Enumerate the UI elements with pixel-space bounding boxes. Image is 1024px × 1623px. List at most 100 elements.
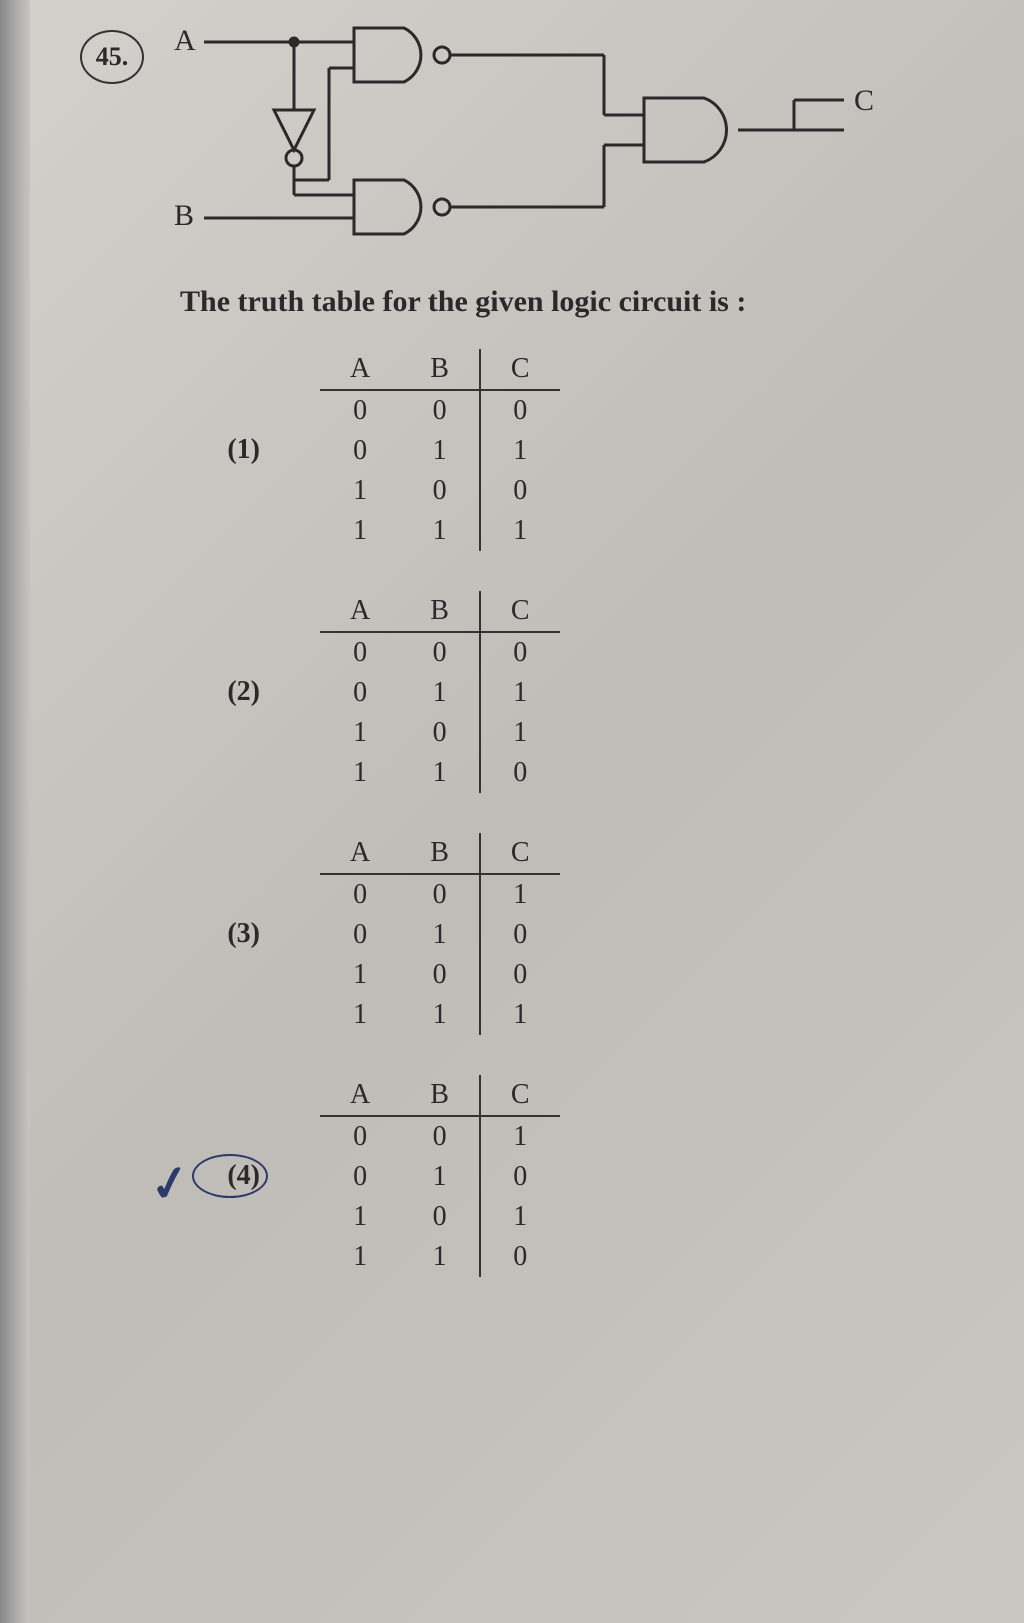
- table-cell: 0: [320, 1116, 400, 1157]
- table-cell: 1: [320, 713, 400, 753]
- table-row: 001: [320, 1116, 560, 1157]
- table-cell: 1: [320, 1237, 400, 1277]
- table-header: A: [320, 591, 400, 632]
- table-cell: 0: [320, 874, 400, 915]
- table-header: B: [400, 349, 480, 390]
- table-cell: 1: [480, 1116, 560, 1157]
- table-cell: 1: [400, 1237, 480, 1277]
- question-prompt: The truth table for the given logic circ…: [180, 285, 984, 319]
- table-header: B: [400, 833, 480, 874]
- logic-circuit-svg: A B: [174, 20, 894, 250]
- table-row: 011: [320, 431, 560, 471]
- option-label: (2): [200, 676, 260, 708]
- table-cell: 0: [320, 632, 400, 673]
- truth-table: ABC000011100111: [320, 349, 560, 551]
- table-header: B: [400, 591, 480, 632]
- table-header: C: [480, 349, 560, 390]
- table-cell: 1: [400, 753, 480, 793]
- option-row: (4)✓ABC001010101110: [200, 1075, 984, 1277]
- table-cell: 0: [480, 471, 560, 511]
- table-cell: 0: [400, 713, 480, 753]
- table-cell: 1: [480, 1197, 560, 1237]
- table-cell: 1: [320, 955, 400, 995]
- truth-table: ABC001010101110: [320, 1075, 560, 1277]
- book-spine: [0, 0, 30, 1623]
- table-cell: 1: [480, 511, 560, 551]
- option-row: (2)ABC000011101110: [200, 591, 984, 793]
- option-label: (3): [200, 918, 260, 950]
- table-row: 111: [320, 511, 560, 551]
- table-cell: 1: [480, 995, 560, 1035]
- table-cell: 1: [400, 1157, 480, 1197]
- table-cell: 0: [480, 390, 560, 431]
- page: 45. A: [0, 0, 1024, 1623]
- table-row: 010: [320, 915, 560, 955]
- table-header: A: [320, 349, 400, 390]
- table-cell: 1: [320, 511, 400, 551]
- table-cell: 0: [320, 673, 400, 713]
- table-row: 111: [320, 995, 560, 1035]
- table-cell: 1: [480, 713, 560, 753]
- table-cell: 1: [480, 673, 560, 713]
- table-cell: 0: [480, 1157, 560, 1197]
- table-cell: 0: [480, 1237, 560, 1277]
- table-row: 011: [320, 673, 560, 713]
- input-b-label: B: [174, 199, 194, 232]
- output-c-label: C: [854, 84, 874, 117]
- option-label: (1): [200, 434, 260, 466]
- table-row: 110: [320, 753, 560, 793]
- table-header: A: [320, 833, 400, 874]
- table-cell: 1: [320, 1197, 400, 1237]
- table-cell: 1: [400, 673, 480, 713]
- table-cell: 1: [480, 874, 560, 915]
- truth-table: ABC001010100111: [320, 833, 560, 1035]
- table-cell: 0: [400, 632, 480, 673]
- table-cell: 0: [320, 1157, 400, 1197]
- table-row: 000: [320, 632, 560, 673]
- table-header: C: [480, 1075, 560, 1116]
- table-cell: 1: [400, 431, 480, 471]
- table-cell: 0: [400, 1116, 480, 1157]
- table-cell: 1: [480, 431, 560, 471]
- table-cell: 0: [400, 955, 480, 995]
- table-row: 100: [320, 955, 560, 995]
- table-row: 001: [320, 874, 560, 915]
- table-cell: 0: [480, 955, 560, 995]
- table-header: B: [400, 1075, 480, 1116]
- table-cell: 0: [400, 390, 480, 431]
- option-row: (1)ABC000011100111: [200, 349, 984, 551]
- question-header: 45. A: [80, 30, 984, 255]
- input-a-label: A: [174, 24, 196, 57]
- table-row: 101: [320, 713, 560, 753]
- table-row: 100: [320, 471, 560, 511]
- option-row: (3)ABC001010100111: [200, 833, 984, 1035]
- option-label: (4)✓: [200, 1160, 260, 1192]
- table-cell: 0: [480, 632, 560, 673]
- table-header: A: [320, 1075, 400, 1116]
- table-cell: 1: [320, 995, 400, 1035]
- circuit-diagram: A B: [174, 20, 894, 255]
- truth-table: ABC000011101110: [320, 591, 560, 793]
- table-cell: 0: [480, 753, 560, 793]
- table-cell: 1: [400, 511, 480, 551]
- table-cell: 0: [400, 1197, 480, 1237]
- check-mark-icon: ✓: [145, 1153, 194, 1215]
- table-row: 101: [320, 1197, 560, 1237]
- table-cell: 0: [480, 915, 560, 955]
- table-cell: 0: [400, 471, 480, 511]
- table-cell: 0: [320, 390, 400, 431]
- table-header: C: [480, 591, 560, 632]
- table-cell: 1: [400, 915, 480, 955]
- table-row: 110: [320, 1237, 560, 1277]
- table-cell: 0: [320, 431, 400, 471]
- table-row: 000: [320, 390, 560, 431]
- table-cell: 0: [400, 874, 480, 915]
- table-cell: 0: [320, 915, 400, 955]
- table-cell: 1: [400, 995, 480, 1035]
- table-row: 010: [320, 1157, 560, 1197]
- options-list: (1)ABC000011100111(2)ABC000011101110(3)A…: [200, 349, 984, 1277]
- table-cell: 1: [320, 753, 400, 793]
- table-header: C: [480, 833, 560, 874]
- table-cell: 1: [320, 471, 400, 511]
- question-number: 45.: [80, 30, 144, 84]
